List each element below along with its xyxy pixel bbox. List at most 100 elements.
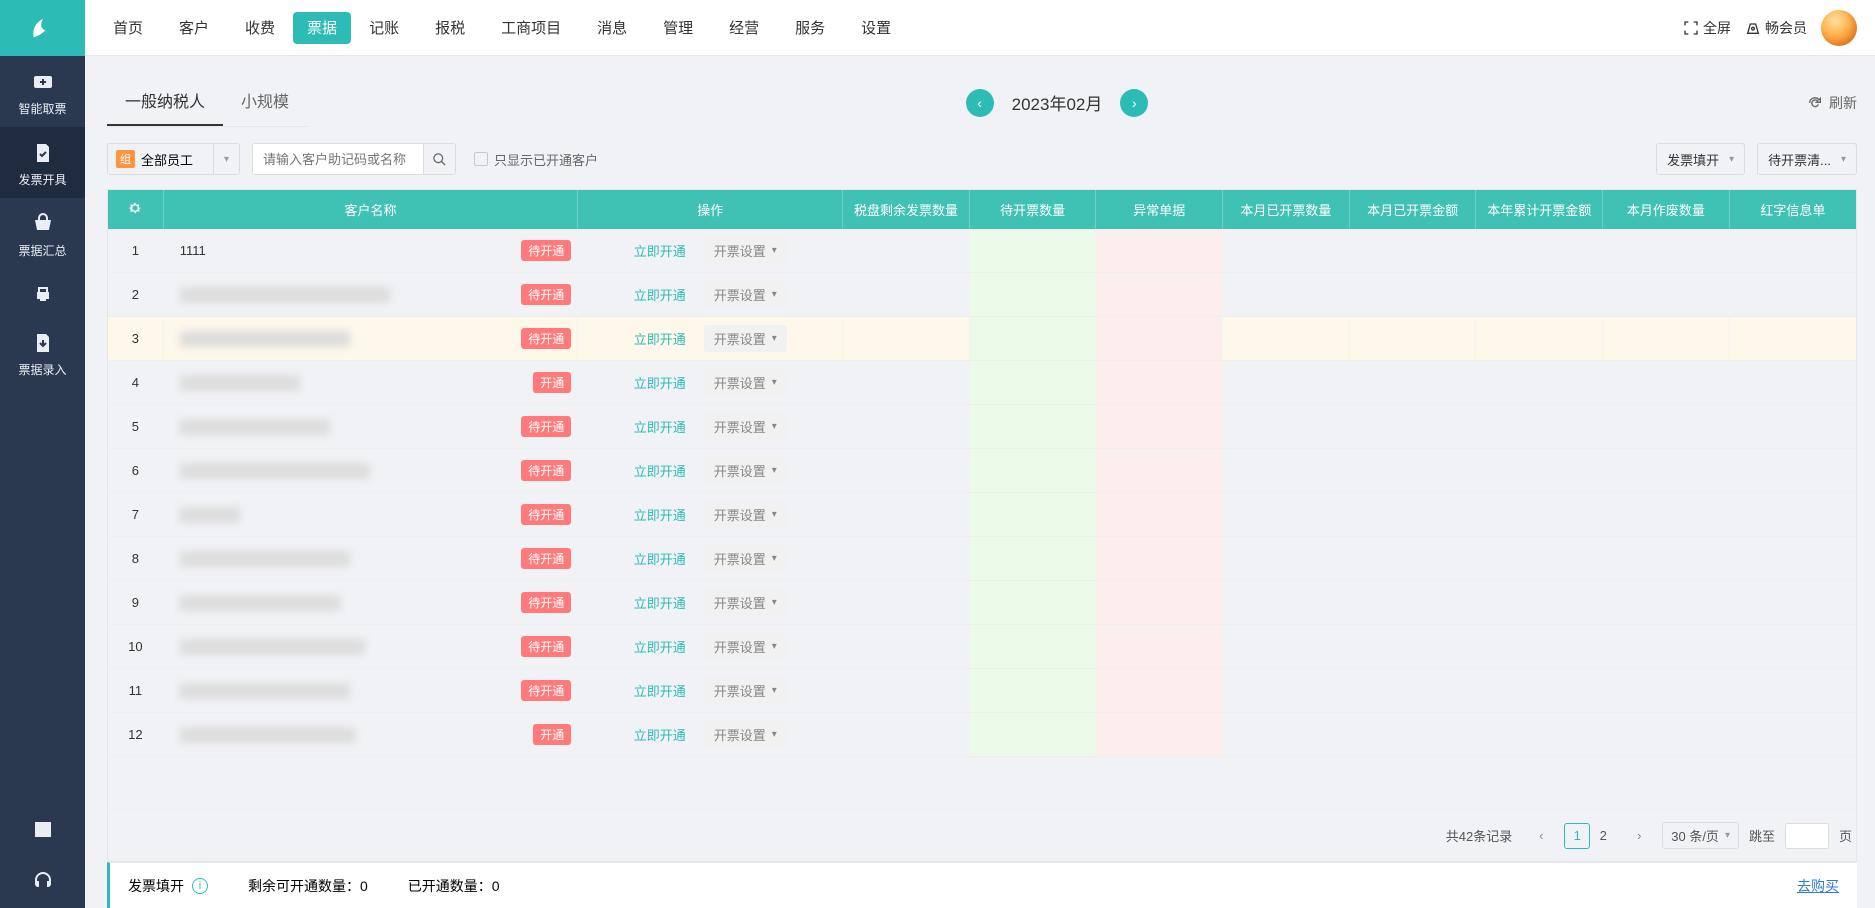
logo[interactable] [0,0,85,56]
table-row[interactable]: 9█待开通立即开通开票设置▾ [108,581,1856,625]
row-index: 7 [108,493,163,537]
invoice-settings-dropdown[interactable]: 开票设置▾ [704,457,787,484]
vip-button[interactable]: 畅会员 [1745,18,1807,38]
info-icon[interactable]: i [192,878,208,894]
row-index: 4 [108,361,163,405]
activate-link[interactable]: 立即开通 [634,417,686,436]
topnav-item-2[interactable]: 收费 [227,0,293,56]
invoice-fill-dropdown[interactable]: 发票填开▾ [1656,143,1745,175]
status-badge: 待开通 [521,240,571,261]
column-header-7[interactable]: 本年累计开票金额 [1476,190,1603,229]
column-header-0[interactable]: 客户名称 [163,190,578,229]
activate-link[interactable]: 立即开通 [634,593,686,612]
activate-link[interactable]: 立即开通 [634,285,686,304]
activate-link[interactable]: 立即开通 [634,681,686,700]
invoice-settings-dropdown[interactable]: 开票设置▾ [704,589,787,616]
invoice-settings-dropdown[interactable]: 开票设置▾ [704,721,787,748]
activate-link[interactable]: 立即开通 [634,549,686,568]
chevron-down-icon[interactable]: ▾ [213,144,239,174]
activate-link[interactable]: 立即开通 [634,329,686,348]
invoice-settings-dropdown[interactable]: 开票设置▾ [704,281,787,308]
row-index: 12 [108,713,163,757]
table-row[interactable]: 12█开通立即开通开票设置▾ [108,713,1856,757]
date-next-button[interactable]: › [1120,89,1148,117]
avatar[interactable] [1821,10,1857,46]
topnav-item-11[interactable]: 设置 [843,0,909,56]
search-input[interactable] [253,144,423,174]
pager-page-1[interactable]: 1 [1564,823,1590,849]
topnav-item-0[interactable]: 首页 [95,0,161,56]
buy-link[interactable]: 去购买 [1797,876,1839,896]
topnav-item-6[interactable]: 工商项目 [483,0,579,56]
pager-page-2[interactable]: 2 [1590,823,1616,849]
activate-link[interactable]: 立即开通 [634,461,686,480]
column-header-3[interactable]: 待开票数量 [969,190,1096,229]
pager-jump-input[interactable] [1785,823,1829,849]
topnav-item-4[interactable]: 记账 [351,0,417,56]
table-row[interactable]: 4█开通立即开通开票设置▾ [108,361,1856,405]
sidebar-download[interactable] [0,804,85,856]
sidebar-support[interactable] [0,856,85,908]
topnav-item-1[interactable]: 客户 [161,0,227,56]
column-header-1[interactable]: 操作 [578,190,843,229]
topnav-item-5[interactable]: 报税 [417,0,483,56]
status-badge: 待开通 [521,680,571,701]
table-row[interactable]: 8█待开通立即开通开票设置▾ [108,537,1856,581]
column-header-4[interactable]: 异常单据 [1096,190,1223,229]
pager-next[interactable]: › [1626,823,1652,849]
sidebar-item-4[interactable]: 票据录入 [0,317,85,388]
table-row[interactable]: 10█待开通立即开通开票设置▾ [108,625,1856,669]
table-row[interactable]: 3█待开通立即开通开票设置▾ [108,317,1856,361]
activate-link[interactable]: 立即开通 [634,505,686,524]
invoice-settings-dropdown[interactable]: 开票设置▾ [704,545,787,572]
sidebar-item-3[interactable] [0,269,85,317]
invoice-settings-dropdown[interactable]: 开票设置▾ [704,677,787,704]
date-prev-button[interactable]: ‹ [966,89,994,117]
column-header-5[interactable]: 本月已开票数量 [1223,190,1350,229]
only-opened-checkbox[interactable] [474,152,488,166]
row-index: 11 [108,669,163,713]
column-header-9[interactable]: 红字信息单 [1729,190,1856,229]
activate-link[interactable]: 立即开通 [634,241,686,260]
table-row[interactable]: 6█待开通立即开通开票设置▾ [108,449,1856,493]
invoice-settings-dropdown[interactable]: 开票设置▾ [704,501,787,528]
column-settings-button[interactable] [108,190,163,229]
column-header-6[interactable]: 本月已开票金额 [1349,190,1476,229]
invoice-settings-dropdown[interactable]: 开票设置▾ [704,413,787,440]
invoice-settings-dropdown[interactable]: 开票设置▾ [704,369,787,396]
row-index: 10 [108,625,163,669]
tab-0[interactable]: 一般纳税人 [107,78,223,126]
pager-size-select[interactable]: 30 条/页▾ [1662,822,1739,849]
pager-total: 共42条记录 [1446,826,1512,845]
search-button[interactable] [423,144,455,174]
invoice-settings-dropdown[interactable]: 开票设置▾ [704,237,787,264]
topnav-item-10[interactable]: 服务 [777,0,843,56]
pager-prev[interactable]: ‹ [1528,823,1554,849]
pending-invoice-dropdown[interactable]: 待开票清...▾ [1757,143,1857,175]
refresh-button[interactable]: 刷新 [1807,93,1857,113]
sidebar-item-2[interactable]: 票据汇总 [0,198,85,269]
sidebar-item-1[interactable]: 发票开具 [0,127,85,198]
topnav-item-9[interactable]: 经营 [711,0,777,56]
fullscreen-button[interactable]: 全屏 [1683,18,1731,38]
table-row[interactable]: 11█待开通立即开通开票设置▾ [108,669,1856,713]
table-row[interactable]: 2█待开通立即开通开票设置▾ [108,273,1856,317]
tab-1[interactable]: 小规模 [223,78,307,126]
sidebar-item-0[interactable]: 智能取票 [0,56,85,127]
column-header-8[interactable]: 本月作废数量 [1603,190,1730,229]
topnav-item-7[interactable]: 消息 [579,0,645,56]
invoice-settings-dropdown[interactable]: 开票设置▾ [704,325,787,352]
column-header-2[interactable]: 税盘剩余发票数量 [843,190,970,229]
activate-link[interactable]: 立即开通 [634,637,686,656]
top-nav: 首页客户收费票据记账报税工商项目消息管理经营服务设置 全屏 畅会员 [0,0,1875,56]
invoice-settings-dropdown[interactable]: 开票设置▾ [704,633,787,660]
employee-select[interactable]: 组 全部员工 ▾ [107,143,240,175]
table-row[interactable]: 11111待开通立即开通开票设置▾ [108,229,1856,273]
topnav-item-3[interactable]: 票据 [293,12,351,44]
activate-link[interactable]: 立即开通 [634,373,686,392]
table-row[interactable]: 5█待开通立即开通开票设置▾ [108,405,1856,449]
table-row[interactable]: 7█待开通立即开通开票设置▾ [108,493,1856,537]
activate-link[interactable]: 立即开通 [634,725,686,744]
status-badge: 待开通 [521,460,571,481]
topnav-item-8[interactable]: 管理 [645,0,711,56]
